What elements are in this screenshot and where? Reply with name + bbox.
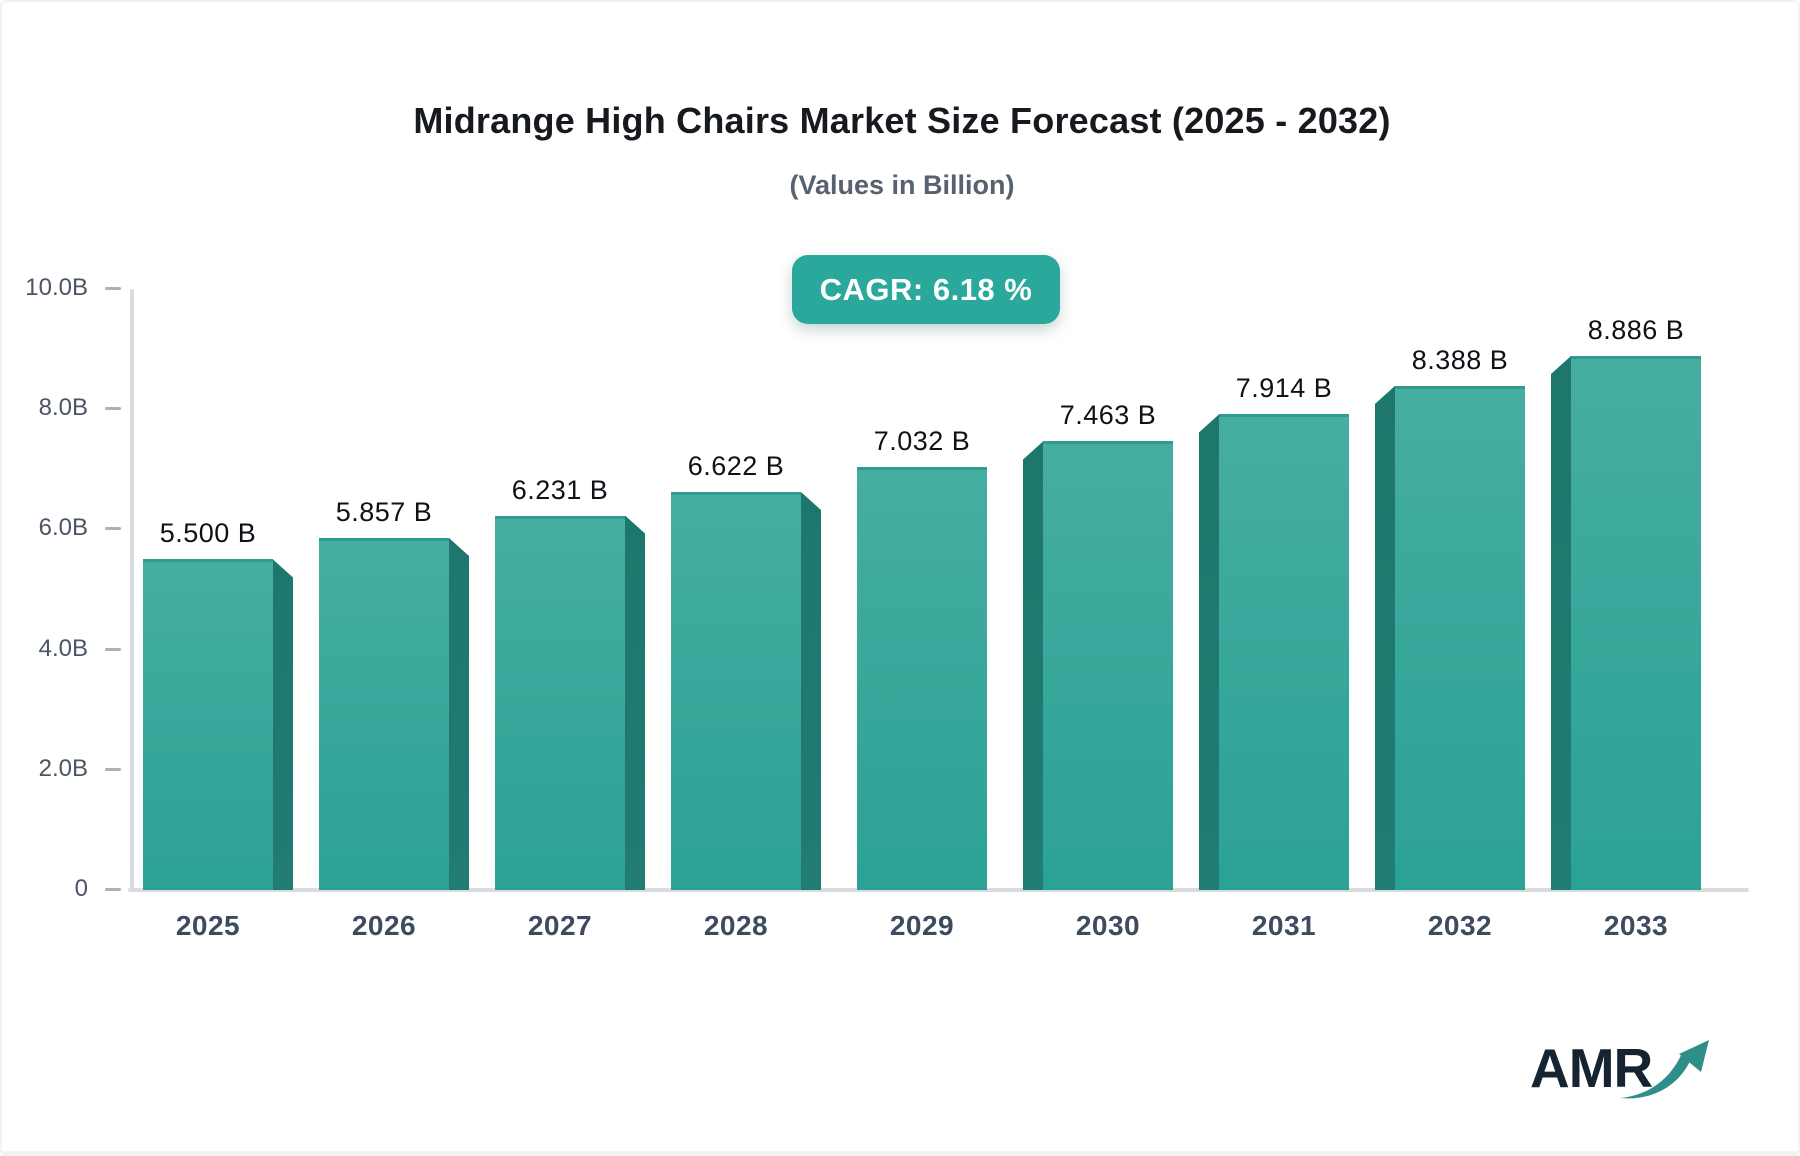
y-tick-dash xyxy=(105,287,121,290)
cagr-badge: CAGR: 6.18 % xyxy=(792,255,1060,324)
bar-side-2025 xyxy=(273,559,293,890)
bar-value-label-2028: 6.622 B xyxy=(687,451,785,482)
x-axis-line xyxy=(128,888,1749,892)
y-tick-dash xyxy=(105,407,121,411)
bar-value-label-2027: 6.231 B xyxy=(511,474,609,505)
bar-side-2030 xyxy=(1023,441,1043,890)
bar-side-2033 xyxy=(1551,355,1571,890)
y-tick-label-6.0B: 6.0B xyxy=(38,514,88,542)
bar-side-2028 xyxy=(801,492,821,890)
x-axis-label-2032: 2032 xyxy=(1427,910,1493,941)
y-tick-dash xyxy=(105,647,121,651)
bar-value-label-2029: 7.032 B xyxy=(873,426,971,457)
bar-2033 xyxy=(1571,355,1701,890)
bar-value-label-2032: 8.388 B xyxy=(1411,344,1509,375)
x-axis-label-2033: 2033 xyxy=(1603,910,1669,941)
trending-up-arrow-icon xyxy=(1620,1040,1709,1099)
bar-2028 xyxy=(671,492,801,890)
y-tick-dash xyxy=(105,527,121,531)
chart-title: Midrange High Chairs Market Size Forecas… xyxy=(413,100,1391,141)
bar-2032 xyxy=(1395,385,1525,890)
bar-value-label-2031: 7.914 B xyxy=(1235,373,1333,404)
y-tick-dash xyxy=(105,888,121,891)
y-tick-label-8.0B: 8.0B xyxy=(38,394,88,422)
x-axis-label-2030: 2030 xyxy=(1075,910,1141,941)
chart-subtitle: (Values in Billion) xyxy=(789,170,1015,200)
bar-2025 xyxy=(143,559,273,890)
y-tick-label-4.0B: 4.0B xyxy=(38,634,88,662)
bar-side-2027 xyxy=(625,515,645,890)
bar-2026 xyxy=(319,537,449,890)
bar-side-2026 xyxy=(449,537,469,890)
bar-side-2032 xyxy=(1375,385,1395,890)
x-axis-label-2029: 2029 xyxy=(889,910,955,941)
brand-logo: AMR xyxy=(1530,1034,1720,1104)
x-axis-label-2027: 2027 xyxy=(527,910,593,941)
bar-2027 xyxy=(495,515,625,890)
bar-2029 xyxy=(857,467,987,890)
cagr-badge-label: CAGR: 6.18 % xyxy=(819,271,1033,307)
x-axis-label-2031: 2031 xyxy=(1251,910,1317,941)
y-tick-dash xyxy=(105,767,121,771)
x-axis-label-2026: 2026 xyxy=(351,910,417,941)
bar-2031 xyxy=(1219,414,1349,890)
x-axis-label-2025: 2025 xyxy=(175,910,241,941)
bar-value-label-2026: 5.857 B xyxy=(335,496,433,527)
bar-value-label-2030: 7.463 B xyxy=(1059,400,1157,431)
y-tick-label-10.0B: 10.0B xyxy=(25,274,88,301)
x-axis-label-2028: 2028 xyxy=(703,910,769,941)
y-tick-label-2.0B: 2.0B xyxy=(38,754,88,782)
y-tick-label-0: 0 xyxy=(74,875,88,902)
bar-2030 xyxy=(1043,441,1173,890)
y-axis-line xyxy=(130,289,134,892)
brand-logo-text: AMR xyxy=(1530,1037,1653,1099)
bar-value-label-2025: 5.500 B xyxy=(159,518,257,549)
bar-value-label-2033: 8.886 B xyxy=(1587,314,1685,345)
bar-side-2031 xyxy=(1199,414,1219,890)
